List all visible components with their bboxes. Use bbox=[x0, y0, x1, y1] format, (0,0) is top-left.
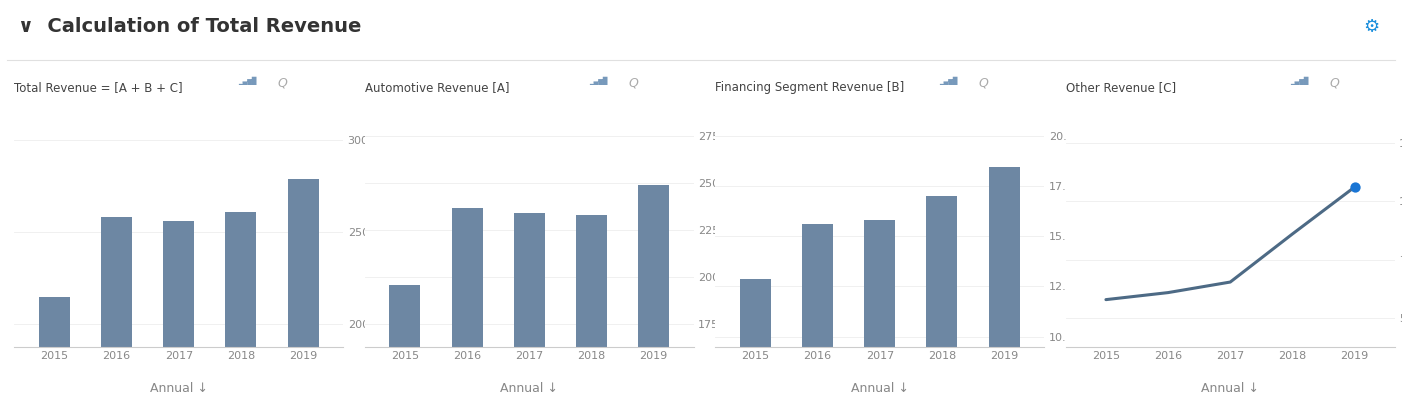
Bar bbox=[513, 213, 545, 415]
Text: Annual ↓: Annual ↓ bbox=[501, 381, 558, 395]
Bar bbox=[226, 212, 257, 415]
Text: Annual ↓: Annual ↓ bbox=[150, 381, 207, 395]
Text: Financing Segment Revenue [B]: Financing Segment Revenue [B] bbox=[715, 81, 904, 94]
Text: Annual ↓: Annual ↓ bbox=[851, 381, 908, 395]
Text: Q: Q bbox=[979, 76, 988, 90]
Bar bbox=[927, 196, 958, 415]
Bar bbox=[988, 167, 1019, 415]
Text: ∨  Calculation of Total Revenue: ∨ Calculation of Total Revenue bbox=[18, 17, 362, 37]
Text: ▁▃▅▇: ▁▃▅▇ bbox=[1290, 76, 1308, 85]
Text: ▁▃▅▇: ▁▃▅▇ bbox=[589, 76, 607, 85]
Text: Q: Q bbox=[628, 76, 638, 90]
Bar bbox=[39, 297, 70, 415]
Text: Total Revenue = [A + B + C]: Total Revenue = [A + B + C] bbox=[14, 81, 182, 94]
Y-axis label: Bill.
$: Bill. $ bbox=[398, 220, 421, 239]
Bar bbox=[740, 279, 771, 415]
Text: Automotive Revenue [A]: Automotive Revenue [A] bbox=[365, 81, 509, 94]
Bar bbox=[101, 217, 132, 415]
Text: Q: Q bbox=[1329, 76, 1339, 90]
Y-axis label: Bill.
$: Bill. $ bbox=[750, 220, 773, 239]
Bar bbox=[864, 220, 896, 415]
Text: ⚙: ⚙ bbox=[1363, 18, 1380, 36]
Text: Other Revenue [C]: Other Revenue [C] bbox=[1066, 81, 1176, 94]
Bar bbox=[287, 178, 318, 415]
Text: Annual ↓: Annual ↓ bbox=[1202, 381, 1259, 395]
Text: ▁▃▅▇: ▁▃▅▇ bbox=[238, 76, 257, 85]
Bar bbox=[451, 208, 482, 415]
Bar bbox=[576, 215, 607, 415]
Point bbox=[1343, 184, 1366, 190]
Bar bbox=[390, 285, 421, 415]
Text: ▁▃▅▇: ▁▃▅▇ bbox=[939, 76, 958, 85]
Text: Q: Q bbox=[278, 76, 287, 90]
Bar bbox=[802, 224, 833, 415]
Bar bbox=[638, 185, 669, 415]
Bar bbox=[163, 221, 195, 415]
Y-axis label: Bill.
$: Bill. $ bbox=[1092, 220, 1115, 239]
